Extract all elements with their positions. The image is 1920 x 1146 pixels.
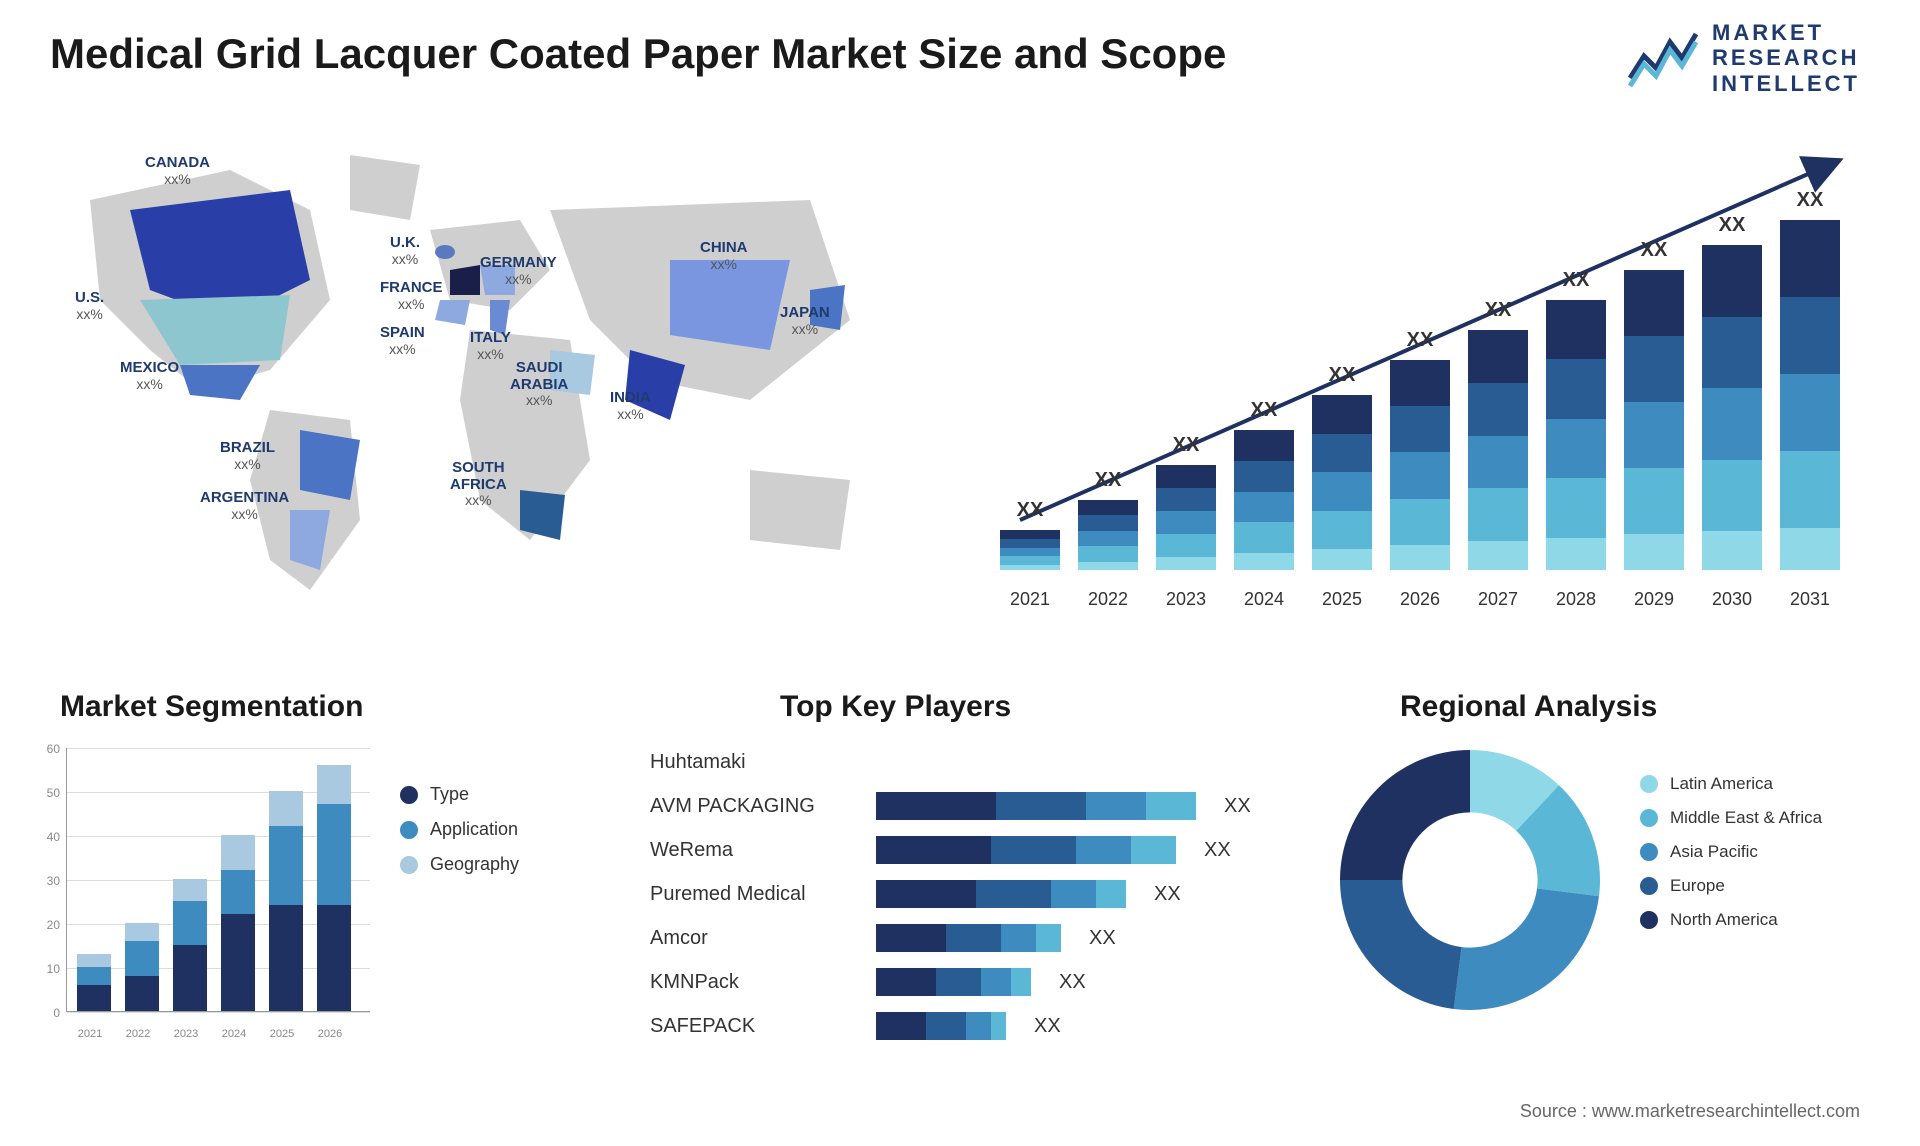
map-country-label: U.K.xx% [390,235,420,268]
map-country-label: INDIAxx% [610,390,651,423]
forecast-value-label: XX [1696,214,1768,237]
seg-y-label: 30 [30,874,60,888]
trend-arrow-icon [990,150,1860,570]
map-country-label: SOUTHAFRICAxx% [450,460,507,510]
page-title: Medical Grid Lacquer Coated Paper Market… [50,30,1226,78]
regional-donut-chart [1330,740,1610,1020]
forecast-value-label: XX [1150,434,1222,457]
forecast-value-label: XX [994,499,1066,522]
seg-bar [221,835,255,1011]
regional-legend-item: North America [1640,910,1870,930]
kp-row: KMNPackXX [650,960,1270,1004]
seg-y-label: 20 [30,918,60,932]
kp-row: AmcorXX [650,916,1270,960]
seg-bar [317,765,351,1011]
forecast-x-label: 2024 [1228,589,1300,610]
map-country-label: FRANCExx% [380,280,443,313]
kp-header: Huhtamaki [650,740,1270,784]
map-country-label: SAUDIARABIAxx% [510,360,568,410]
map-country-label: BRAZILxx% [220,440,275,473]
world-map: CANADAxx% U.S.xx% MEXICOxx% BRAZILxx% ARGENT… [50,140,900,620]
regional-title: Regional Analysis [1400,690,1657,724]
map-country-label: ITALYxx% [470,330,511,363]
forecast-value-label: XX [1306,364,1378,387]
key-players-chart: HuhtamakiAVM PACKAGINGXXWeRemaXXPuremed … [650,740,1270,1048]
forecast-x-label: 2030 [1696,589,1768,610]
forecast-x-label: 2028 [1540,589,1612,610]
forecast-x-label: 2026 [1384,589,1456,610]
seg-x-label: 2024 [214,1028,254,1040]
forecast-x-label: 2021 [994,589,1066,610]
seg-legend-item: Geography [400,854,580,875]
regional-legend: Latin America Middle East & Africa Asia Pa… [1640,760,1870,944]
forecast-value-label: XX [1072,469,1144,492]
map-country-label: ARGENTINAxx% [200,490,289,523]
regional-legend-item: Asia Pacific [1640,842,1870,862]
seg-bar [77,954,111,1011]
map-country-label: CANADAxx% [145,155,210,188]
forecast-x-label: 2025 [1306,589,1378,610]
seg-y-label: 0 [30,1006,60,1020]
seg-legend-item: Application [400,819,580,840]
kp-row: SAFEPACKXX [650,1004,1270,1048]
donut-svg [1330,740,1610,1020]
source-attribution: Source : www.marketresearchintellect.com [1520,1101,1860,1122]
segmentation-title: Market Segmentation [60,690,363,724]
seg-x-label: 2025 [262,1028,302,1040]
seg-x-label: 2022 [118,1028,158,1040]
seg-y-label: 10 [30,962,60,976]
regional-legend-item: Middle East & Africa [1640,808,1870,828]
map-country-label: JAPANxx% [780,305,830,338]
forecast-value-label: XX [1462,299,1534,322]
forecast-x-label: 2031 [1774,589,1846,610]
map-country-label: GERMANYxx% [480,255,557,288]
forecast-x-label: 2029 [1618,589,1690,610]
seg-x-label: 2021 [70,1028,110,1040]
segmentation-chart: 0 10 20 30 40 50 60 2021 2022 2023 2024 2025 2026 [30,740,370,1040]
logo-line-2: RESEARCH [1712,45,1860,70]
brand-logo: MARKET RESEARCH INTELLECT [1628,20,1860,96]
forecast-bar-chart: 2021 XX 2022 XX 2023 XX 2024 XX 2025 XX 2026 XX 2027… [990,150,1860,610]
segmentation-legend: Type Application Geography [400,770,580,889]
map-country-label: SPAINxx% [380,325,425,358]
key-players-title: Top Key Players [780,690,1011,724]
forecast-x-label: 2027 [1462,589,1534,610]
forecast-value-label: XX [1618,239,1690,262]
regional-legend-item: Latin America [1640,774,1870,794]
forecast-x-label: 2023 [1150,589,1222,610]
logo-line-3: INTELLECT [1712,71,1860,96]
seg-bar [173,879,207,1011]
forecast-x-label: 2022 [1072,589,1144,610]
kp-row: AVM PACKAGINGXX [650,784,1270,828]
map-country-label: U.S.xx% [75,290,104,323]
kp-row: Puremed MedicalXX [650,872,1270,916]
map-country-label: CHINAxx% [700,240,748,273]
seg-y-label: 50 [30,786,60,800]
forecast-value-label: XX [1774,189,1846,212]
seg-legend-item: Type [400,784,580,805]
regional-legend-item: Europe [1640,876,1870,896]
forecast-value-label: XX [1540,269,1612,292]
kp-row: WeRemaXX [650,828,1270,872]
seg-x-label: 2023 [166,1028,206,1040]
seg-bar [125,923,159,1011]
logo-line-1: MARKET [1712,20,1860,45]
seg-bar [269,791,303,1011]
forecast-value-label: XX [1228,399,1300,422]
forecast-value-label: XX [1384,329,1456,352]
seg-y-label: 60 [30,742,60,756]
logo-mark-icon [1628,28,1698,88]
seg-x-label: 2026 [310,1028,350,1040]
map-country-label: MEXICOxx% [120,360,179,393]
seg-y-label: 40 [30,830,60,844]
